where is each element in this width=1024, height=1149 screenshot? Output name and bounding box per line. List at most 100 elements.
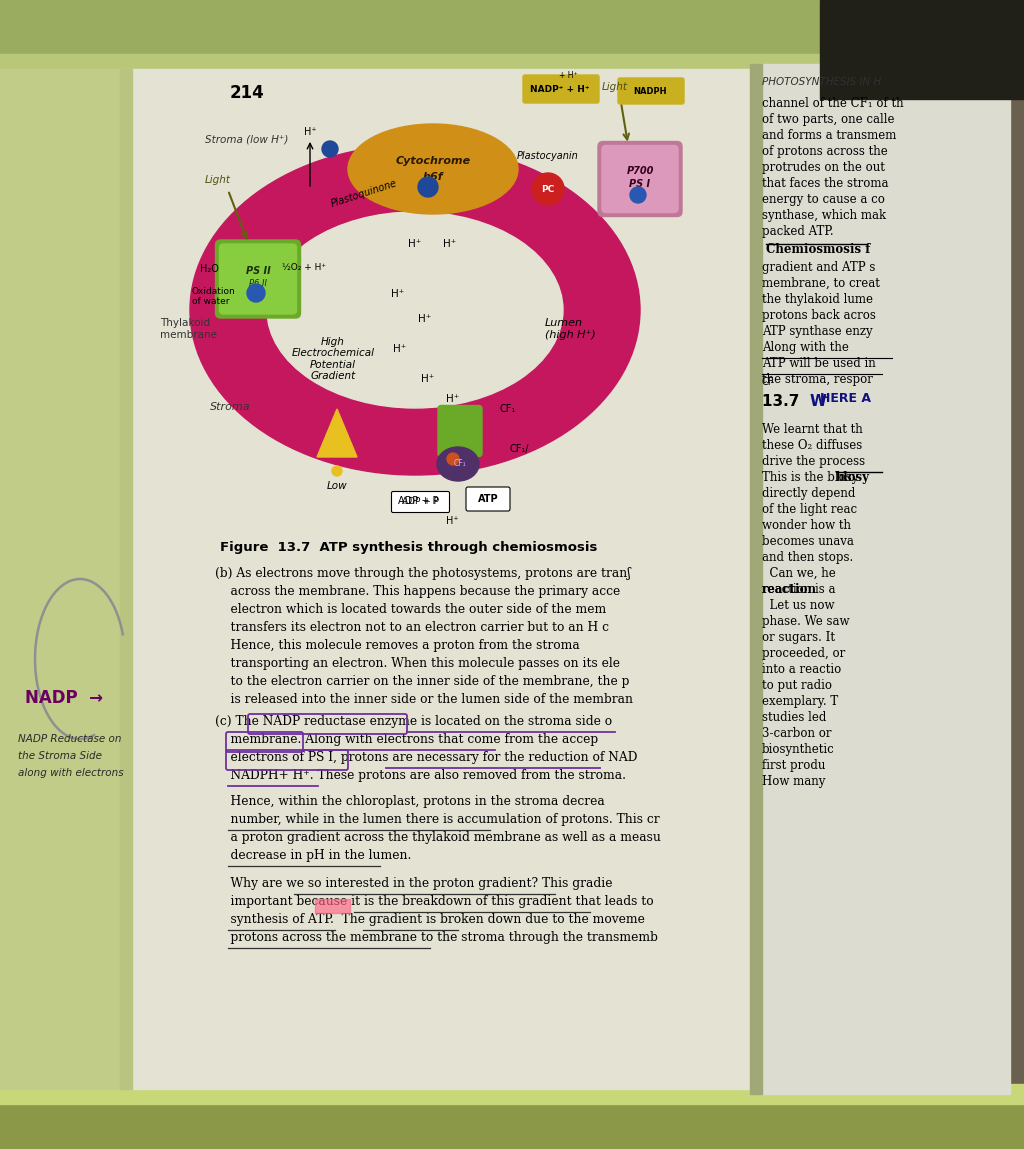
Text: protrudes on the out: protrudes on the out bbox=[762, 161, 885, 173]
Text: H⁺: H⁺ bbox=[419, 314, 432, 324]
Ellipse shape bbox=[267, 213, 563, 408]
Text: PHOTOSYNTHESIS IN H: PHOTOSYNTHESIS IN H bbox=[762, 77, 882, 87]
Text: H⁺: H⁺ bbox=[445, 516, 459, 526]
Circle shape bbox=[447, 453, 459, 465]
Text: and forms a transmem: and forms a transmem bbox=[762, 129, 896, 142]
Polygon shape bbox=[125, 69, 755, 1089]
Text: How many: How many bbox=[762, 774, 825, 788]
Text: High
Electrochemical
Potential
Gradient: High Electrochemical Potential Gradient bbox=[292, 337, 375, 381]
Text: synthesis of ATP.  The gradient is broken down due to the moveme: synthesis of ATP. The gradient is broken… bbox=[215, 913, 645, 926]
Text: transfers its electron not to an electron carrier but to an H c: transfers its electron not to an electro… bbox=[215, 620, 609, 634]
Text: H⁺: H⁺ bbox=[446, 394, 460, 404]
Circle shape bbox=[322, 141, 338, 157]
FancyBboxPatch shape bbox=[438, 406, 482, 456]
Text: ½O₂ + H⁺: ½O₂ + H⁺ bbox=[282, 262, 326, 271]
Text: ATP will be used in: ATP will be used in bbox=[762, 357, 876, 370]
Text: + H⁺: + H⁺ bbox=[559, 70, 578, 79]
FancyBboxPatch shape bbox=[219, 244, 297, 314]
Ellipse shape bbox=[437, 447, 479, 481]
Text: and then stops.: and then stops. bbox=[762, 552, 853, 564]
Text: decrease in pH in the lumen.: decrease in pH in the lumen. bbox=[215, 849, 412, 862]
Text: into a reactio: into a reactio bbox=[762, 663, 842, 676]
Text: Plastoquinone: Plastoquinone bbox=[330, 178, 398, 209]
Text: the stroma, respor: the stroma, respor bbox=[762, 373, 872, 386]
Text: reaction: reaction bbox=[762, 583, 817, 596]
Bar bbox=[0, 54, 1024, 69]
Text: This is the blosy: This is the blosy bbox=[762, 471, 858, 484]
Text: H₂O: H₂O bbox=[200, 264, 219, 273]
Text: packed ATP.: packed ATP. bbox=[762, 225, 834, 238]
Text: We learnt that th: We learnt that th bbox=[762, 423, 863, 435]
Text: to the electron carrier on the inner side of the membrane, the p: to the electron carrier on the inner sid… bbox=[215, 674, 630, 688]
Circle shape bbox=[247, 284, 265, 302]
Text: Light: Light bbox=[602, 82, 628, 92]
Text: Stroma: Stroma bbox=[210, 402, 251, 412]
Text: HERE A: HERE A bbox=[820, 392, 871, 404]
Ellipse shape bbox=[190, 145, 640, 475]
Text: PC: PC bbox=[542, 185, 555, 193]
Polygon shape bbox=[317, 409, 357, 457]
Text: H⁺: H⁺ bbox=[304, 128, 316, 137]
Text: 3-carbon or: 3-carbon or bbox=[762, 727, 831, 740]
Text: Along with the: Along with the bbox=[762, 341, 849, 354]
Text: ATP synthase enzy: ATP synthase enzy bbox=[762, 325, 872, 338]
FancyBboxPatch shape bbox=[618, 78, 684, 105]
Polygon shape bbox=[758, 64, 1010, 1094]
Text: blosy: blosy bbox=[836, 471, 870, 484]
Text: NADP⁺ + H⁺: NADP⁺ + H⁺ bbox=[530, 85, 590, 93]
Text: Cytochrome: Cytochrome bbox=[395, 156, 471, 165]
Text: H⁺: H⁺ bbox=[421, 375, 434, 384]
Circle shape bbox=[418, 177, 438, 196]
Text: ADP + P: ADP + P bbox=[401, 498, 438, 507]
FancyBboxPatch shape bbox=[523, 75, 599, 103]
Text: NADPH+ H⁺. These protons are also removed from the stroma.: NADPH+ H⁺. These protons are also remove… bbox=[215, 769, 626, 782]
Text: H⁺: H⁺ bbox=[393, 344, 407, 354]
Text: the thylakoid lume: the thylakoid lume bbox=[762, 293, 873, 306]
Text: wonder how th: wonder how th bbox=[762, 519, 851, 532]
Text: is released into the inner side or the lumen side of the membran: is released into the inner side or the l… bbox=[215, 693, 633, 705]
Text: Hence, within the chloroplast, protons in the stroma decrea: Hence, within the chloroplast, protons i… bbox=[215, 795, 605, 808]
Text: (b) As electrons move through the photosystems, protons are tranʃ: (b) As electrons move through the photos… bbox=[215, 566, 631, 580]
Text: protons across the membrane to the stroma through the transmemb: protons across the membrane to the strom… bbox=[215, 931, 657, 944]
Text: biosynthetic: biosynthetic bbox=[762, 743, 835, 756]
Text: Plastocyanin: Plastocyanin bbox=[517, 151, 579, 161]
Text: ATP: ATP bbox=[477, 494, 499, 504]
Text: becomes unava: becomes unava bbox=[762, 535, 854, 548]
Text: NADP  →: NADP → bbox=[25, 689, 103, 707]
Text: that faces the stroma: that faces the stroma bbox=[762, 177, 889, 190]
FancyBboxPatch shape bbox=[215, 240, 300, 318]
Text: a proton gradient across the thylakoid membrane as well as a measu: a proton gradient across the thylakoid m… bbox=[215, 831, 660, 845]
Text: Light: Light bbox=[205, 175, 231, 185]
Text: of protons across the: of protons across the bbox=[762, 145, 888, 159]
Text: channel of the CF₁ of th: channel of the CF₁ of th bbox=[762, 97, 903, 110]
Bar bbox=[315, 899, 350, 913]
Text: P700: P700 bbox=[627, 165, 653, 176]
FancyBboxPatch shape bbox=[466, 487, 510, 511]
Text: membrane, to creat: membrane, to creat bbox=[762, 277, 880, 290]
Text: along with electrons: along with electrons bbox=[18, 768, 124, 778]
Text: Why are we so interested in the proton gradient? This gradie: Why are we so interested in the proton g… bbox=[215, 877, 612, 890]
Text: these O₂ diffuses: these O₂ diffuses bbox=[762, 439, 862, 452]
Text: NADP Reductase on: NADP Reductase on bbox=[18, 734, 122, 745]
FancyBboxPatch shape bbox=[391, 492, 450, 512]
Text: important because it is the breakdown of this gradient that leads to: important because it is the breakdown of… bbox=[215, 895, 653, 908]
Text: electrons of PS I, protons are necessary for the reduction of NAD: electrons of PS I, protons are necessary… bbox=[215, 751, 638, 764]
Text: H⁺: H⁺ bbox=[443, 239, 457, 249]
Text: to put radio: to put radio bbox=[762, 679, 831, 692]
Text: of two parts, one calle: of two parts, one calle bbox=[762, 113, 895, 126]
Text: phase. We saw: phase. We saw bbox=[762, 615, 850, 629]
Text: studies led: studies led bbox=[762, 711, 826, 724]
Text: CF₁: CF₁ bbox=[500, 404, 516, 414]
Text: ADP + P: ADP + P bbox=[397, 496, 438, 506]
Text: energy to cause a co: energy to cause a co bbox=[762, 193, 885, 206]
Text: 13.7: 13.7 bbox=[762, 394, 810, 409]
Text: reaction is a: reaction is a bbox=[762, 583, 836, 596]
Circle shape bbox=[630, 187, 646, 203]
Bar bbox=[0, 69, 130, 1089]
Text: Figure  13.7  ATP synthesis through chemiosmosis: Figure 13.7 ATP synthesis through chemio… bbox=[220, 541, 597, 554]
Text: first produ: first produ bbox=[762, 759, 825, 772]
Text: P6 II: P6 II bbox=[249, 278, 267, 287]
Text: Oxidation
of water: Oxidation of water bbox=[193, 287, 236, 307]
Text: Low: Low bbox=[327, 481, 347, 491]
Text: PS I: PS I bbox=[630, 179, 650, 188]
